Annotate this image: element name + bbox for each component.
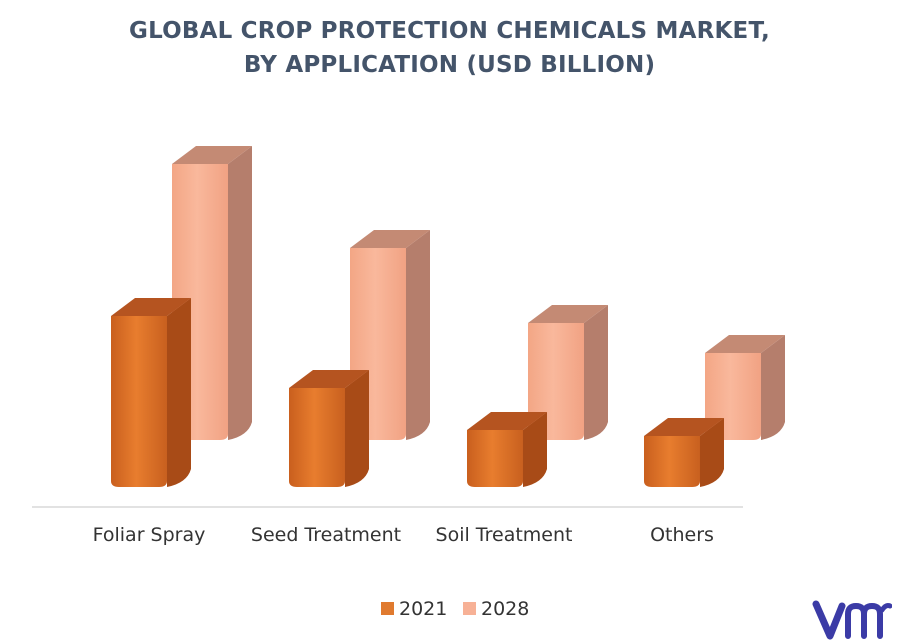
- bar-2028-soil-treatment: [528, 305, 608, 440]
- x-tick-label: Others: [650, 524, 714, 546]
- vmr-logo-icon: [812, 600, 892, 640]
- chart-title-line-1: GLOBAL CROP PROTECTION CHEMICALS MARKET,: [129, 18, 770, 44]
- chart-title: GLOBAL CROP PROTECTION CHEMICALS MARKET,…: [0, 14, 899, 82]
- bar-2021-seed-treatment: [289, 370, 369, 487]
- legend-label-2021: 2021: [399, 598, 447, 620]
- chart-title-line-2: BY APPLICATION (USD BILLION): [243, 52, 656, 78]
- legend-swatch-2028: [463, 602, 476, 615]
- bar-2021-soil-treatment: [467, 412, 547, 487]
- bar-2021-foliar-spray: [111, 298, 191, 487]
- x-tick-label: Seed Treatment: [251, 524, 401, 546]
- x-tick-label: Soil Treatment: [436, 524, 573, 546]
- x-tick-label: Foliar Spray: [93, 524, 206, 546]
- legend-swatch-2021: [381, 602, 394, 615]
- legend-label-2028: 2028: [481, 598, 529, 620]
- bar-2021-others: [644, 418, 724, 487]
